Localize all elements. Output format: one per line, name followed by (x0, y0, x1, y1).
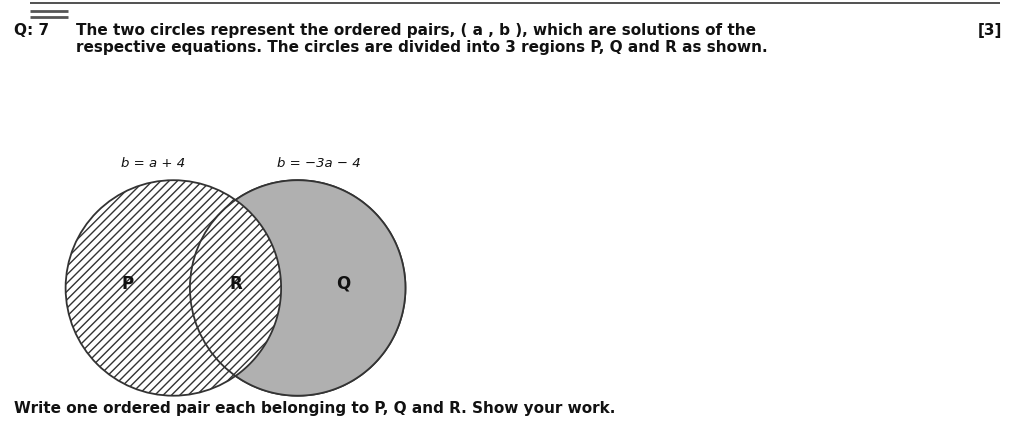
Text: respective equations. The circles are divided into 3 regions P, Q and R as shown: respective equations. The circles are di… (76, 40, 768, 55)
Text: R: R (229, 275, 242, 293)
Text: Q: 7: Q: 7 (14, 23, 49, 38)
Text: Q: Q (336, 275, 350, 293)
Text: b = −3a − 4: b = −3a − 4 (276, 157, 360, 170)
Circle shape (189, 180, 406, 396)
Text: [3]: [3] (978, 23, 1002, 38)
Text: The two circles represent the ordered pairs, ( a , b ), which are solutions of t: The two circles represent the ordered pa… (76, 23, 756, 38)
Text: P: P (122, 275, 134, 293)
Circle shape (66, 180, 282, 396)
Text: b = a + 4: b = a + 4 (121, 157, 184, 170)
Text: Write one ordered pair each belonging to P, Q and R. Show your work.: Write one ordered pair each belonging to… (14, 401, 615, 416)
Polygon shape (236, 180, 406, 396)
